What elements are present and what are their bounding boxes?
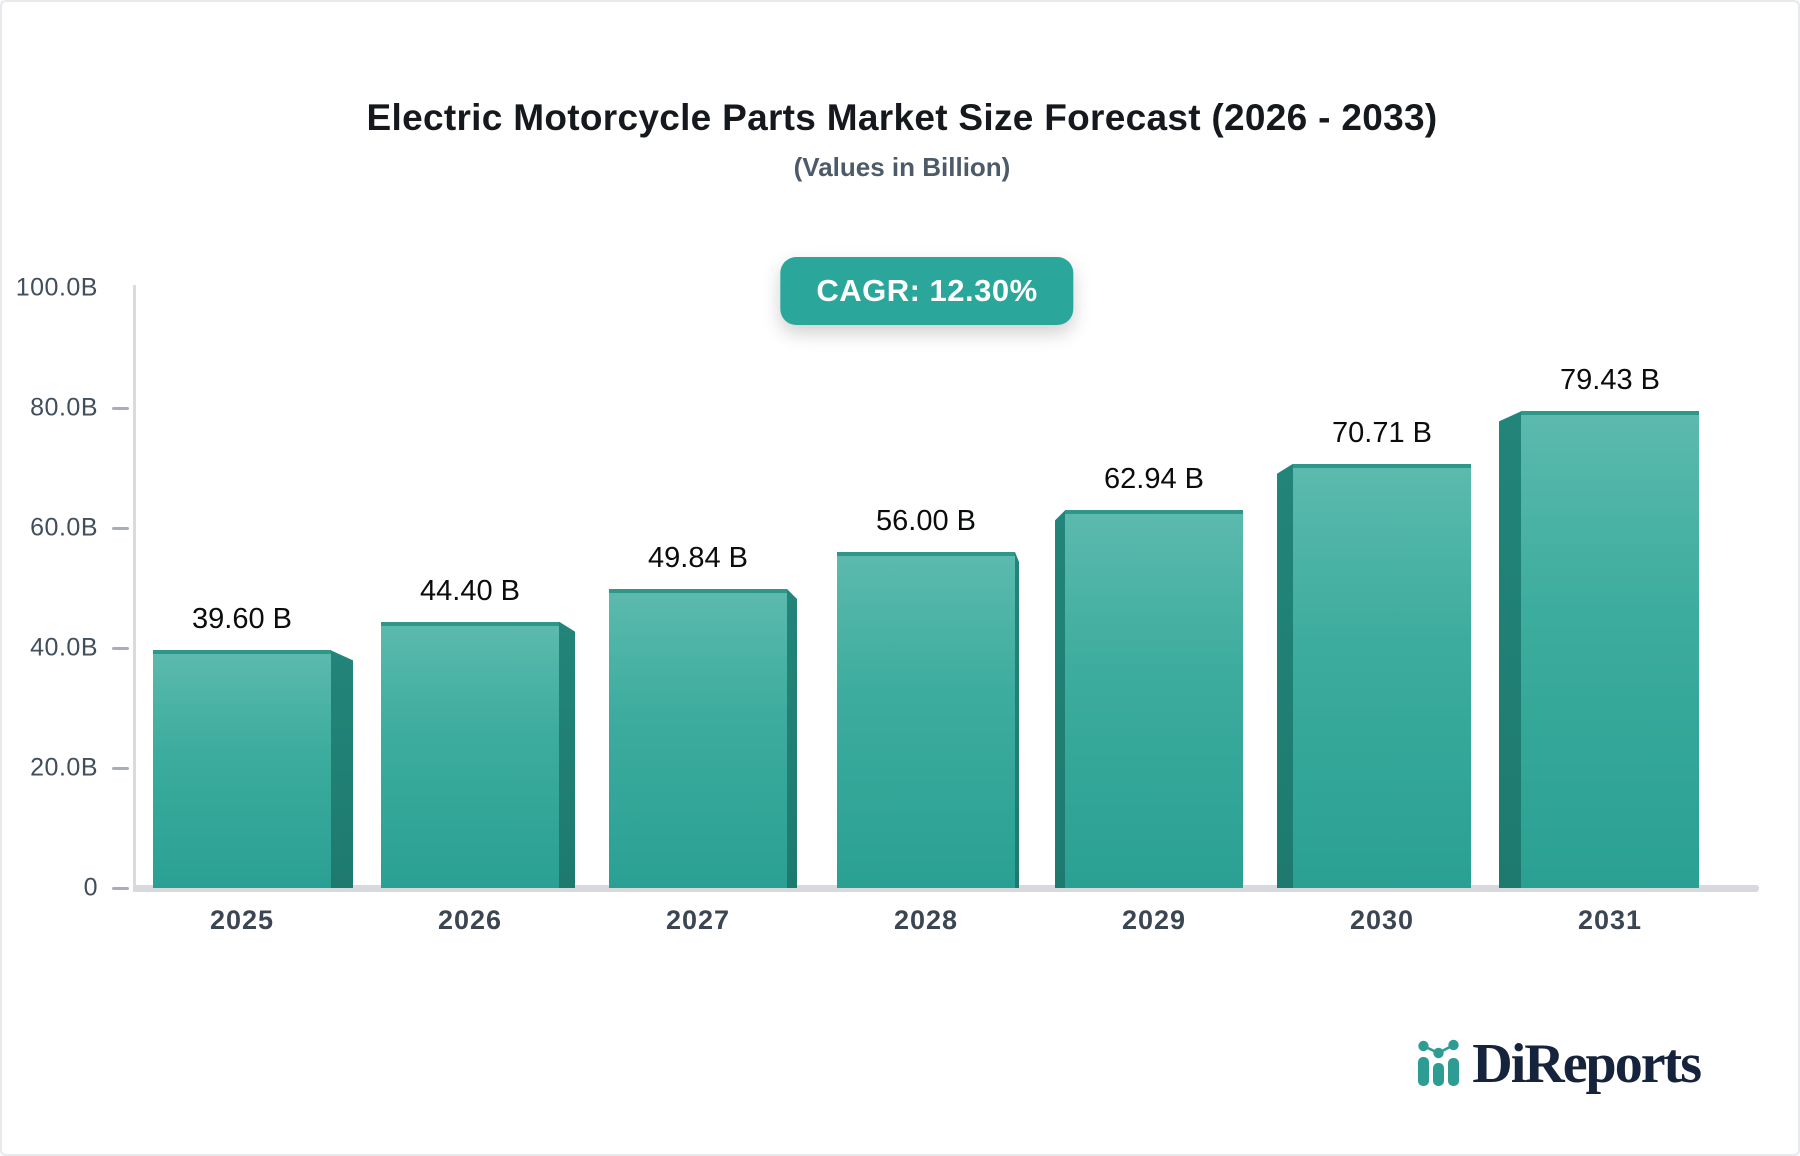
- x-axis-line: [133, 885, 1759, 892]
- bar-side-face: [331, 650, 353, 888]
- x-axis-label: 2027: [665, 905, 731, 935]
- bar-value-label: 49.84 B: [648, 541, 748, 574]
- y-axis-label: 20.0B: [30, 753, 98, 782]
- bar-2027: [609, 588, 787, 888]
- bar-side-face: [1015, 552, 1019, 888]
- brand-logo-text: DiReports: [1472, 1033, 1702, 1096]
- y-axis-label: 0: [83, 873, 98, 902]
- bar-2030: [1293, 463, 1471, 888]
- y-axis-tick: [112, 646, 129, 650]
- y-axis-tick: [112, 526, 129, 530]
- bar-2028: [837, 552, 1015, 888]
- brand-chart-icon: [1418, 1039, 1460, 1086]
- x-axis-label: 2025: [209, 905, 275, 935]
- bar-2031: [1521, 411, 1699, 888]
- x-axis-label: 2028: [893, 905, 959, 935]
- bar-side-face: [1277, 463, 1293, 888]
- y-axis-tick: [112, 886, 129, 890]
- chart-subtitle: (Values in Billion): [793, 152, 1011, 182]
- y-axis-label: 100.0B: [15, 273, 98, 302]
- bar-value-label: 70.71 B: [1332, 416, 1432, 449]
- x-axis-label: 2031: [1577, 905, 1643, 935]
- bar-2029: [1065, 510, 1243, 888]
- x-axis-label: 2026: [437, 905, 503, 935]
- bar-2025: [153, 650, 331, 888]
- y-axis-tick: [112, 406, 129, 410]
- x-axis-label: 2030: [1349, 905, 1415, 935]
- bar-value-label: 44.40 B: [420, 574, 520, 607]
- x-axis-label: 2029: [1121, 905, 1187, 935]
- bar-value-label: 79.43 B: [1560, 364, 1660, 397]
- bar-2026: [381, 621, 559, 888]
- y-axis-line: [133, 285, 136, 892]
- bar-value-label: 62.94 B: [1104, 463, 1204, 496]
- cagr-badge: CAGR: 12.30%: [780, 257, 1074, 325]
- y-axis-tick: [112, 766, 129, 770]
- bar-side-face: [559, 621, 575, 888]
- chart-title: Electric Motorcycle Parts Market Size Fo…: [366, 97, 1438, 138]
- y-axis-label: 60.0B: [30, 513, 98, 542]
- bar-side-face: [1055, 510, 1065, 888]
- brand-logo: DiReports: [1416, 1033, 1702, 1096]
- bar-value-label: 56.00 B: [876, 505, 976, 537]
- y-axis-label: 80.0B: [30, 393, 98, 422]
- y-axis-label: 40.0B: [30, 633, 98, 662]
- bar-value-label: 39.60 B: [192, 603, 292, 636]
- bar-side-face: [1499, 411, 1521, 888]
- bar-side-face: [787, 588, 797, 888]
